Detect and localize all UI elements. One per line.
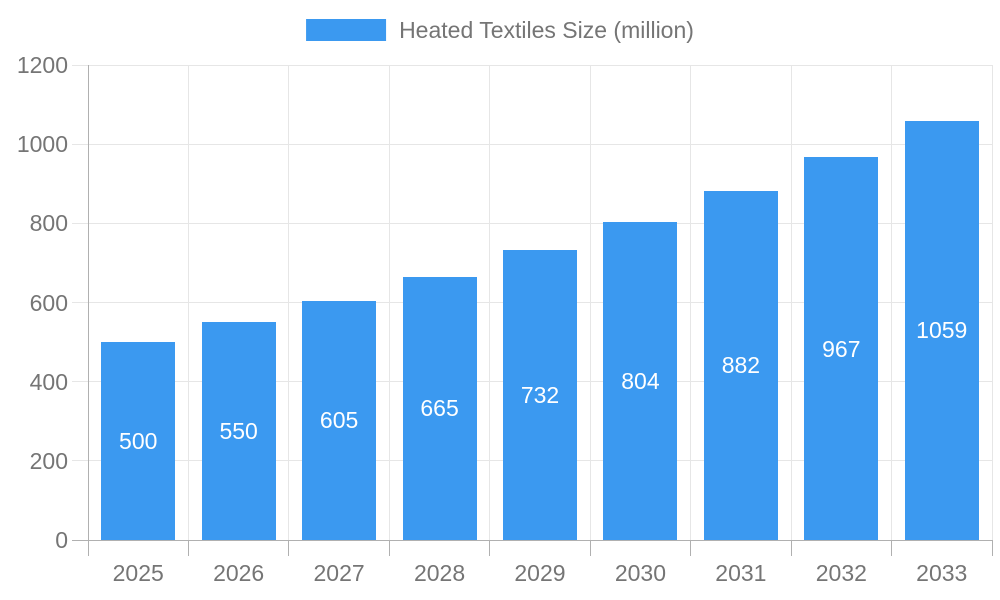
x-tick-label: 2028	[413, 560, 466, 586]
x-axis-tick	[790, 540, 792, 556]
h-gridline	[88, 64, 992, 66]
x-axis-tick	[489, 540, 491, 556]
y-tick-label: 200	[29, 447, 68, 474]
y-axis-tick	[72, 460, 88, 462]
v-gridline	[187, 65, 189, 540]
x-tick-label: 2029	[514, 560, 566, 586]
y-axis-tick	[72, 381, 88, 383]
y-tick-label: 600	[29, 289, 68, 316]
bar	[703, 190, 778, 540]
x-axis-tick	[288, 540, 290, 556]
v-gridline	[489, 65, 491, 540]
x-axis-tick	[388, 540, 390, 556]
y-axis-tick	[72, 302, 88, 303]
x-tick-label: 2030	[614, 560, 667, 586]
y-axis-line	[87, 65, 89, 540]
legend-label: Heated Textiles Size (million)	[399, 17, 694, 43]
x-axis-tick	[87, 540, 89, 556]
v-gridline	[589, 65, 591, 540]
x-axis-tick	[589, 540, 591, 556]
x-axis-tick	[891, 540, 893, 556]
bar	[302, 300, 377, 540]
x-tick-label: 2031	[715, 560, 767, 586]
v-gridline	[991, 65, 993, 540]
x-tick-label: 2026	[213, 560, 265, 586]
x-tick-label: 2027	[313, 560, 365, 586]
y-tick-label: 400	[29, 368, 68, 395]
bar	[503, 250, 577, 540]
bar	[603, 221, 678, 540]
v-gridline	[690, 65, 692, 540]
bar	[402, 276, 477, 540]
h-gridline	[88, 143, 992, 145]
v-gridline	[891, 65, 893, 540]
bar	[904, 120, 979, 540]
v-gridline	[388, 65, 390, 540]
x-axis-tick	[991, 540, 993, 556]
y-axis-tick	[72, 143, 88, 145]
y-tick-label: 1000	[16, 131, 68, 158]
legend-swatch	[306, 19, 387, 41]
x-tick-label: 2025	[112, 560, 164, 586]
x-axis-tick	[690, 540, 692, 556]
y-axis-tick	[72, 222, 88, 224]
y-tick-label: 1200	[16, 52, 68, 78]
bar	[101, 342, 176, 540]
legend-item[interactable]: Heated Textiles Size (million)	[306, 17, 694, 43]
bar	[201, 322, 276, 540]
x-tick-label: 2032	[815, 560, 867, 586]
v-gridline	[790, 65, 792, 540]
x-axis-tick	[187, 540, 189, 556]
bar	[804, 157, 879, 540]
y-tick-label: 800	[29, 210, 68, 237]
y-axis-tick	[72, 64, 88, 66]
x-tick-label: 2033	[916, 560, 968, 586]
v-gridline	[288, 65, 290, 540]
y-tick-label: 0	[55, 527, 68, 553]
